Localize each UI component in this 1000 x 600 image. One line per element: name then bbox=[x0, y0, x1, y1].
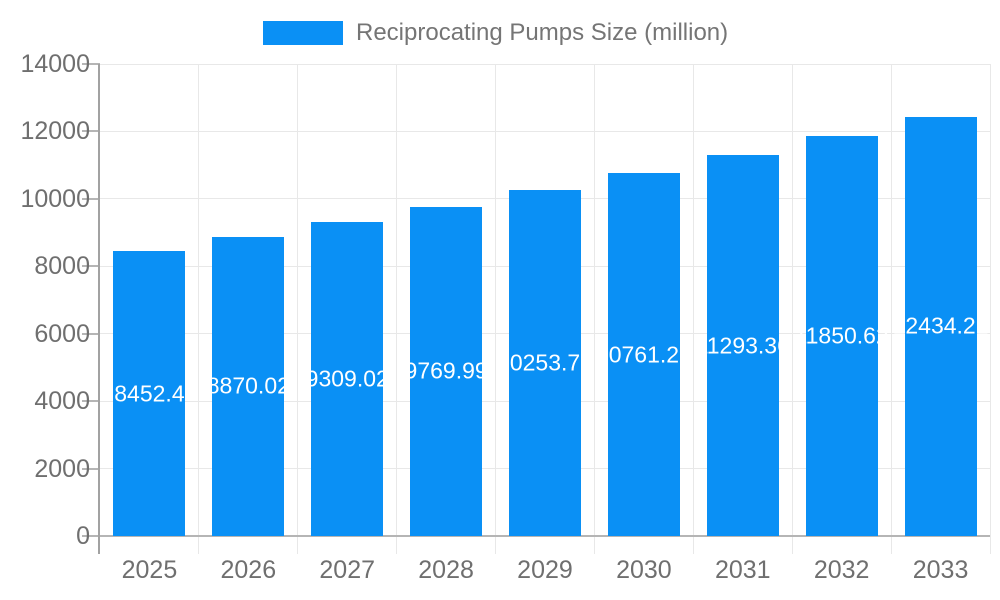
gridline-vertical bbox=[396, 64, 398, 554]
gridline-vertical bbox=[890, 64, 892, 554]
bar-2031[interactable]: 11293.36 bbox=[696, 155, 790, 536]
x-tick-label-2031: 2031 bbox=[714, 556, 771, 584]
gridline-vertical bbox=[593, 64, 595, 554]
gridline-horizontal bbox=[100, 63, 990, 65]
gridline-vertical bbox=[989, 64, 991, 554]
x-tick-label-2032: 2032 bbox=[813, 556, 870, 584]
bar-2025[interactable]: 8452.4 bbox=[113, 251, 186, 536]
x-tick-label-2025: 2025 bbox=[121, 556, 178, 584]
legend[interactable]: Reciprocating Pumps Size (million) bbox=[263, 19, 729, 46]
y-tick-mark bbox=[82, 63, 100, 65]
y-tick-mark bbox=[82, 535, 100, 537]
y-tick-label: 0 bbox=[76, 522, 90, 550]
y-tick-mark bbox=[82, 332, 100, 335]
legend-swatch bbox=[263, 21, 343, 45]
y-tick-label: 12000 bbox=[20, 117, 90, 146]
x-tick-label-2029: 2029 bbox=[517, 556, 573, 584]
y-tick-label: 6000 bbox=[34, 319, 90, 348]
bar-2033[interactable]: 12434.21 bbox=[893, 116, 989, 536]
bar-value-label: 9769.99 bbox=[404, 357, 488, 384]
x-tick-label-2030: 2030 bbox=[616, 556, 672, 584]
y-axis-line bbox=[98, 64, 100, 554]
y-tick-label: 4000 bbox=[34, 387, 90, 416]
bar-value-label: 8870.02 bbox=[206, 372, 290, 399]
x-axis-baseline bbox=[100, 535, 990, 537]
bar-2027[interactable]: 9309.02 bbox=[306, 222, 389, 536]
bar-value-label: 8452.4 bbox=[114, 380, 185, 406]
x-tick-label-2033: 2033 bbox=[912, 556, 969, 584]
y-tick-label: 10000 bbox=[20, 184, 90, 213]
gridline-vertical bbox=[791, 64, 793, 554]
y-tick-mark bbox=[82, 130, 100, 133]
y-tick-mark bbox=[82, 467, 100, 470]
y-tick-mark bbox=[82, 265, 100, 268]
bar-2032[interactable]: 11850.62 bbox=[795, 136, 889, 536]
gridline-vertical bbox=[692, 64, 694, 554]
gridline-vertical bbox=[198, 64, 200, 554]
bar-value-label: 9309.02 bbox=[305, 365, 389, 392]
bar-2028[interactable]: 9769.99 bbox=[405, 206, 488, 536]
gridline-horizontal bbox=[100, 130, 990, 132]
gridline-vertical bbox=[495, 64, 497, 554]
y-tick-mark bbox=[82, 197, 100, 200]
y-tick-mark bbox=[82, 400, 100, 403]
bar-value-label: 10253.73 bbox=[497, 349, 593, 376]
bar-value-label: 10761.28 bbox=[595, 341, 692, 368]
x-tick-label-2026: 2026 bbox=[220, 556, 277, 584]
x-tick-label-2027: 2027 bbox=[319, 556, 376, 584]
y-tick-label: 14000 bbox=[20, 50, 90, 78]
bar-2030[interactable]: 10761.28 bbox=[596, 173, 692, 536]
x-tick-label-2028: 2028 bbox=[418, 556, 474, 584]
legend-label: Reciprocating Pumps Size (million) bbox=[356, 19, 729, 46]
bar-value-label: 11293.36 bbox=[695, 332, 790, 359]
y-tick-label: 8000 bbox=[34, 252, 90, 281]
bar-2029[interactable]: 10253.73 bbox=[497, 190, 593, 536]
gridline-vertical bbox=[297, 64, 299, 554]
bar-2026[interactable]: 8870.02 bbox=[207, 236, 290, 536]
y-tick-label: 2000 bbox=[34, 454, 90, 483]
bar-value-label: 12434.21 bbox=[892, 312, 989, 339]
bar-value-label: 11850.62 bbox=[794, 322, 889, 349]
